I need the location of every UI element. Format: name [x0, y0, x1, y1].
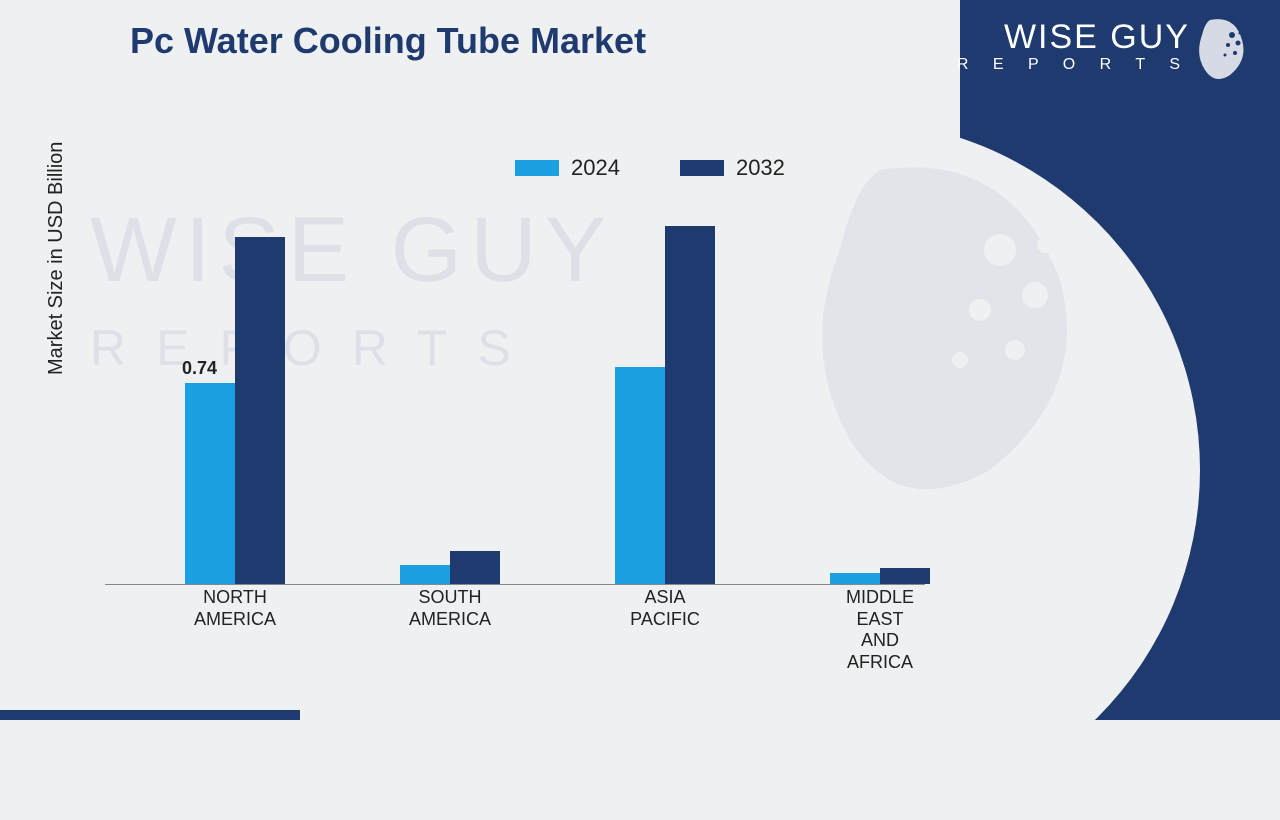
bar-2024 — [615, 367, 665, 584]
y-axis-label: Market Size in USD Billion — [45, 142, 68, 375]
bar-value-label: 0.74 — [182, 358, 217, 379]
bar-2024 — [830, 573, 880, 584]
chart-title: Pc Water Cooling Tube Market — [130, 20, 646, 62]
bar-group — [825, 568, 935, 584]
bar-2032 — [665, 226, 715, 584]
legend-item-2032: 2032 — [680, 155, 785, 181]
brand-logo: WISE GUY R E P O R T S — [957, 20, 1250, 74]
chart-area: Market Size in USD Billion 2024 2032 0.7… — [55, 155, 935, 705]
bar-2032 — [450, 551, 500, 584]
x-axis-label: SOUTHAMERICA — [380, 587, 520, 630]
logo-head-icon — [1190, 15, 1250, 85]
plot-area: 0.74 — [105, 165, 925, 585]
bar-2032 — [235, 237, 285, 584]
bar-2024 — [400, 565, 450, 584]
legend-label-2024: 2024 — [571, 155, 620, 181]
brand-main: WISE GUY — [957, 20, 1190, 54]
x-axis-label: NORTHAMERICA — [165, 587, 305, 630]
bar-group — [395, 551, 505, 584]
brand-sub: R E P O R T S — [957, 56, 1190, 74]
bar-2024 — [185, 383, 235, 584]
bar-group: 0.74 — [180, 237, 290, 584]
x-axis-label: ASIAPACIFIC — [595, 587, 735, 630]
legend-label-2032: 2032 — [736, 155, 785, 181]
legend: 2024 2032 — [515, 155, 785, 181]
bar-2032 — [880, 568, 930, 584]
bottom-accent-bar — [0, 710, 300, 720]
bar-group — [610, 226, 720, 584]
x-axis-label: MIDDLEEASTANDAFRICA — [810, 587, 950, 673]
legend-swatch-2032 — [680, 160, 724, 176]
legend-swatch-2024 — [515, 160, 559, 176]
legend-item-2024: 2024 — [515, 155, 620, 181]
